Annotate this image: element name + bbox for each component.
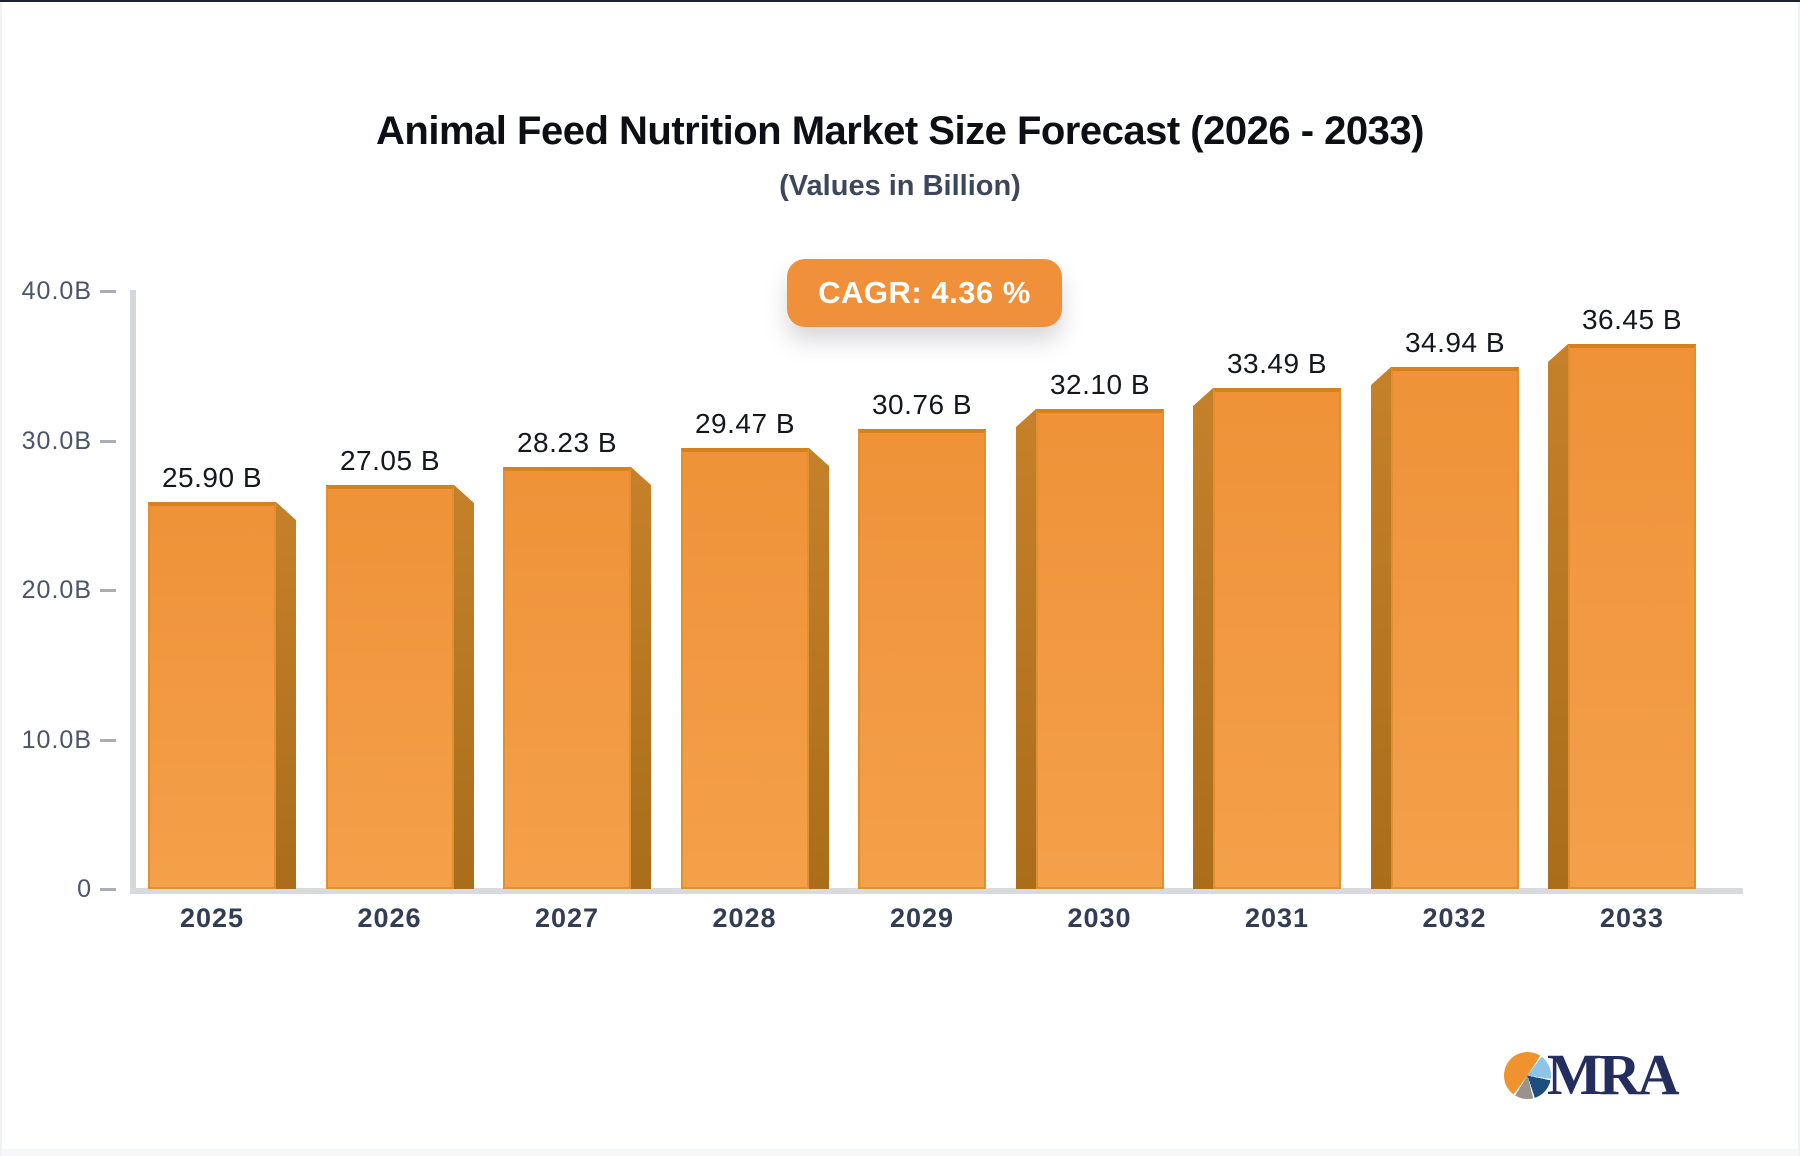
bar-group-2033: 36.45 B bbox=[1548, 304, 1696, 889]
bar-group-2025: 25.90 B bbox=[148, 462, 296, 889]
x-axis-label-2027: 2027 bbox=[534, 903, 600, 933]
logo-pie-icon bbox=[1504, 1051, 1551, 1099]
bar-front-face bbox=[1391, 367, 1519, 889]
y-axis-tick-label: 40.0B bbox=[21, 277, 92, 305]
bar-front-face bbox=[326, 485, 454, 889]
y-axis-tick-mark bbox=[100, 439, 116, 443]
x-axis-label-2029: 2029 bbox=[889, 903, 955, 933]
y-axis-tick-label: 20.0B bbox=[21, 576, 92, 604]
bar-group-2032: 34.94 B bbox=[1371, 327, 1519, 889]
bar-group-2028: 29.47 B bbox=[681, 408, 829, 889]
logo-text: MRA bbox=[1547, 1042, 1680, 1107]
x-axis-label-2033: 2033 bbox=[1599, 903, 1665, 933]
bar-group-2026: 27.05 B bbox=[326, 445, 474, 889]
brand-logo: MRA bbox=[1504, 1042, 1680, 1107]
y-axis-tick-label: 30.0B bbox=[21, 426, 92, 455]
bar-side-face bbox=[1548, 344, 1568, 889]
chart-title: Animal Feed Nutrition Market Size Foreca… bbox=[376, 109, 1424, 153]
x-axis-label-2030: 2030 bbox=[1067, 903, 1132, 933]
bar-side-face bbox=[276, 502, 296, 889]
bar-front-face bbox=[1036, 409, 1164, 889]
bar-group-2030: 32.10 B bbox=[1016, 369, 1164, 889]
card-bottom-edge bbox=[0, 1149, 1800, 1156]
bar-value-label: 30.76 B bbox=[871, 389, 973, 420]
bar-front-face bbox=[1213, 388, 1341, 889]
bar-front-face bbox=[1568, 344, 1696, 889]
y-axis-tick-label: 10.0B bbox=[21, 725, 92, 754]
y-axis-tick-label: 0 bbox=[77, 875, 92, 903]
bar-value-label: 25.90 B bbox=[161, 462, 263, 493]
y-axis-tick-mark bbox=[100, 290, 116, 293]
x-axis-label-2031: 2031 bbox=[1244, 903, 1310, 933]
x-axis-line bbox=[130, 888, 1743, 894]
x-axis-label-2032: 2032 bbox=[1422, 903, 1487, 933]
bar-value-label: 34.94 B bbox=[1404, 327, 1506, 358]
cagr-badge: CAGR: 4.36 % bbox=[787, 259, 1062, 327]
x-axis-label-2026: 2026 bbox=[357, 903, 422, 933]
bar-front-face bbox=[681, 448, 809, 889]
y-axis-line bbox=[130, 290, 136, 890]
y-axis-tick-mark bbox=[100, 888, 116, 891]
bar-side-face bbox=[631, 467, 651, 889]
bar-front-face bbox=[858, 429, 986, 889]
bar-value-label: 27.05 B bbox=[339, 445, 441, 476]
bar-side-face bbox=[1193, 388, 1213, 889]
x-axis-label-2025: 2025 bbox=[179, 903, 245, 933]
bar-group-2031: 33.49 B bbox=[1193, 348, 1341, 889]
bar-value-label: 33.49 B bbox=[1226, 348, 1328, 379]
bar-side-face bbox=[1371, 367, 1391, 889]
bar-side-face bbox=[1016, 409, 1036, 889]
bar-value-label: 36.45 B bbox=[1581, 304, 1683, 335]
chart-subtitle: (Values in Billion) bbox=[779, 170, 1021, 202]
cagr-badge-label: CAGR: 4.36 % bbox=[818, 275, 1031, 310]
bar-side-face bbox=[809, 448, 829, 889]
card-left-edge bbox=[0, 2, 2, 1156]
bar-side-face bbox=[454, 485, 474, 889]
y-axis-tick-mark bbox=[100, 738, 116, 742]
x-axis-label-2028: 2028 bbox=[712, 903, 777, 933]
bar-group-2029: 30.76 B bbox=[858, 389, 986, 889]
bar-front-face bbox=[503, 467, 631, 889]
bar-front-face bbox=[148, 502, 276, 889]
bar-value-label: 32.10 B bbox=[1049, 369, 1151, 400]
card-right-edge bbox=[1798, 2, 1800, 1156]
bar-group-2027: 28.23 B bbox=[503, 427, 651, 889]
bar-value-label: 28.23 B bbox=[516, 427, 618, 458]
bar-value-label: 29.47 B bbox=[694, 408, 796, 439]
y-axis-tick-mark bbox=[100, 589, 116, 592]
